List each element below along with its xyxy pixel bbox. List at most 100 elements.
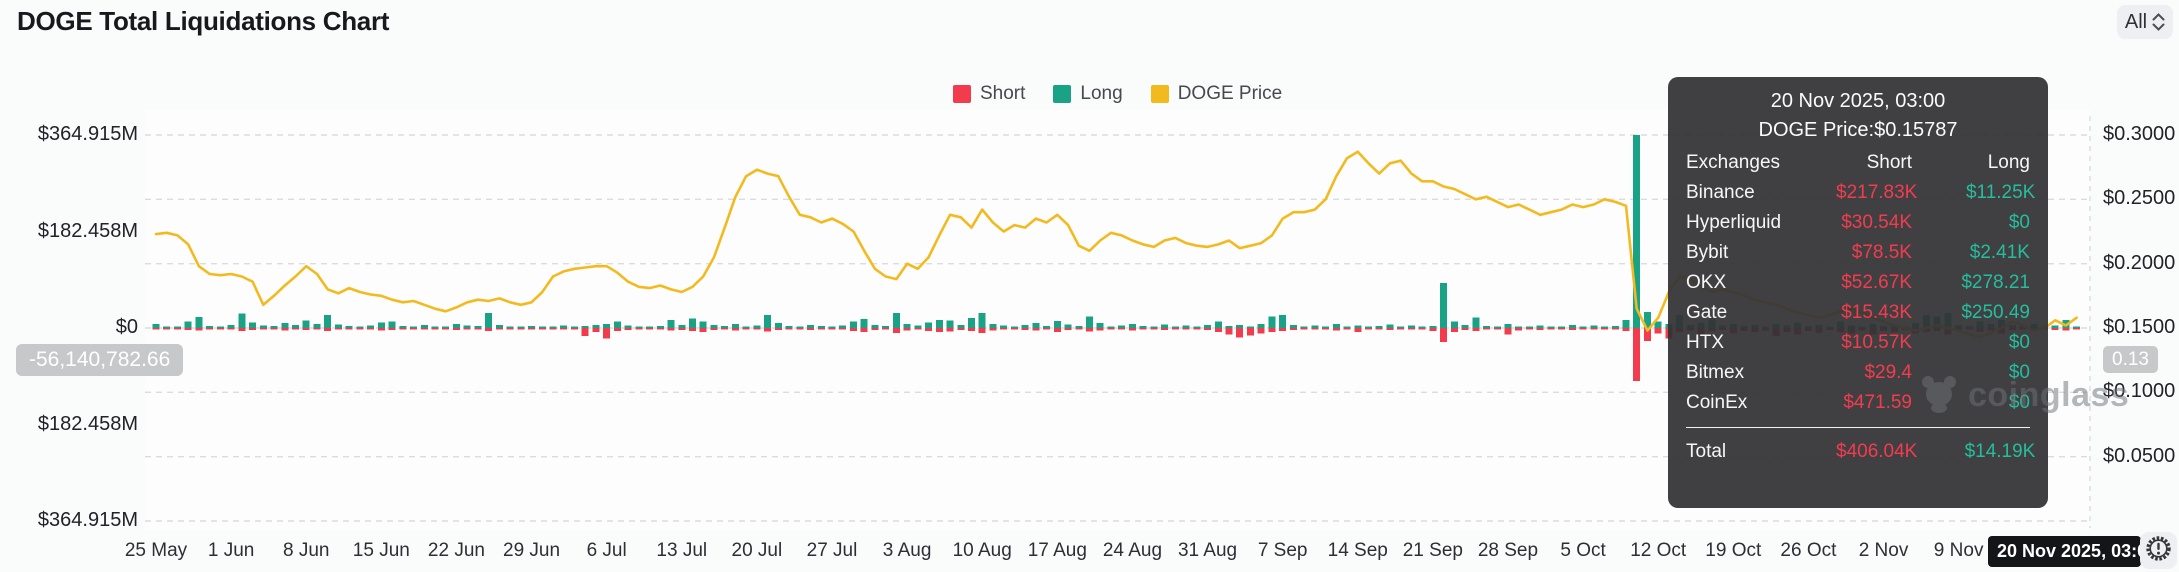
hover-tooltip: 20 Nov 2025, 03:00 DOGE Price:$0.15787 E… [1668,77,2048,508]
x-axis-tick-label: 14 Sep [1327,540,1388,561]
tooltip-price: DOGE Price:$0.15787 [1758,119,1958,141]
x-axis-tick-label: 17 Aug [1027,540,1087,561]
tooltip-exchange: OKX [1686,272,1727,293]
tooltip-short-value: $52.67K [1841,272,1912,293]
legend-item-long[interactable]: Long [1053,83,1123,105]
tooltip-long-value: Long [1987,152,2030,173]
right-axis-tick-label: $0.2500 [2103,187,2176,210]
x-axis-tick-label: 12 Oct [1630,540,1687,561]
x-axis-tick-label: 28 Sep [1477,540,1539,561]
tooltip-exchange: CoinEx [1686,392,1748,413]
tooltip-row: Exchanges Short Long [1686,148,2030,178]
tooltip-short-value: $29.4 [1864,362,1912,383]
left-axis-tick-label: $364.915M [37,123,138,145]
tooltip-row: HTX $10.57K $0 [1686,328,2030,358]
x-axis-tick-label: 7 Sep [1257,540,1308,561]
tooltip-exchange: Bybit [1686,242,1729,263]
tooltip-row: Gate $15.43K $250.49 [1686,298,2030,328]
tooltip-exchange: Hyperliquid [1686,212,1782,233]
legend-swatch [1053,85,1072,103]
tooltip-row: CoinEx $471.59 $0 [1686,388,2030,418]
x-axis-tick-label: 31 Aug [1177,540,1238,561]
tooltip-long-value: $11.25K [1965,182,2036,203]
tooltip-exchange: Binance [1686,182,1755,203]
left-axis-tick-label: $364.915M [37,509,138,531]
tooltip-long-value: $0 [2008,212,2030,233]
legend-swatch [953,85,971,103]
tooltip-short-value: $78.5K [1851,242,1912,263]
tooltip-exchange: HTX [1686,332,1724,353]
tooltip-long-value: $0 [2008,362,2030,383]
x-axis-tick-label: 10 Aug [952,540,1012,561]
right-axis-tick-label: $0.0500 [2103,444,2176,467]
x-axis-tick-label: 15 Jun [352,540,410,561]
x-axis-tick-label: 25 May [124,540,188,561]
tooltip-divider [1686,427,2030,428]
tooltip-short-value: Short [1866,152,1912,173]
x-axis-tick-label: 6 Jul [586,540,627,561]
tooltip-exchange: Exchanges [1686,152,1781,173]
range-selector-value: All [2124,10,2148,33]
x-axis-tick-label: 21 Sep [1402,540,1463,561]
x-axis-tick-label: 13 Jul [656,540,708,561]
x-axis-tick-label: 8 Jun [282,540,330,561]
tooltip-row: Binance $217.83K $11.25K [1686,178,2035,208]
tooltip-table: Exchanges Short Long Binance $217.83K $11.25K… [1686,148,2035,469]
crosshair-value-badge-left: -56,140,782.66 [16,344,184,376]
x-axis-tick-label: 1 Jun [207,540,255,561]
x-axis-tick-label: 29 Jun [503,540,561,561]
tooltip-exchange: Gate [1686,302,1728,323]
legend-swatch [1150,85,1169,103]
left-axis-tick-label: $0 [115,316,138,338]
tooltip-long-value: $2.41K [1969,242,2030,263]
crosshair-value-badge-right: 0.13 [2103,346,2158,373]
right-axis-tick-label: $0.1500 [2103,316,2176,338]
crosshair-date-badge: 20 Nov 2025, 03:00 [1988,536,2141,567]
x-axis-tick-label: 19 Oct [1705,540,1762,561]
tooltip-long-value: $278.21 [1961,272,2030,293]
legend-item-short[interactable]: Short [953,83,1025,105]
chart-legend: Short Long DOGE Price [953,83,1282,105]
tooltip-datetime: 20 Nov 2025, 03:00 [1770,90,1946,112]
right-axis-tick-label: $0.3000 [2103,123,2176,145]
legend-label: DOGE Price [1177,83,1283,104]
x-axis-tick-label: 20 Jul [731,540,783,561]
page-title: DOGE Total Liquidations Chart [17,6,390,36]
tooltip-short-value: $471.59 [1843,392,1912,413]
range-selector[interactable]: All [2117,5,2173,39]
right-axis-tick-label: $0.1000 [2103,380,2176,403]
tooltip-short-value: $406.04K [1836,441,1918,462]
x-axis-tick-label: 2 Nov [1858,540,1909,561]
tooltip-exchange: Bitmex [1686,362,1745,383]
tooltip-short-value: $30.54K [1841,212,1912,233]
tooltip-row: Total $406.04K $14.19K [1686,435,2035,469]
tooltip-exchange: Total [1686,441,1727,462]
tooltip-short-value: $10.57K [1841,332,1912,353]
legend-item-doge-price[interactable]: DOGE Price [1150,83,1283,105]
x-axis-tick-label: 24 Aug [1102,540,1163,561]
x-axis-tick-label: 5 Oct [1560,540,1606,561]
tooltip-long-value: $14.19K [1964,441,2036,462]
alert-settings-button[interactable] [2140,532,2177,569]
tooltip-short-value: $217.83K [1836,182,1918,203]
tooltip-row: Bitmex $29.4 $0 [1686,358,2030,388]
x-axis-tick-label: 9 Nov [1933,540,1984,561]
legend-label: Long [1080,83,1123,104]
tooltip-long-value: $250.49 [1961,302,2030,323]
x-axis-tick-label: 27 Jul [806,540,858,561]
tooltip-short-value: $15.43K [1841,302,1912,323]
left-axis-tick-label: $182.458M [37,219,138,242]
legend-label: Short [980,83,1026,104]
right-axis-tick-label: $0.2000 [2103,251,2176,274]
x-axis-tick-label: 22 Jun [427,540,485,561]
tooltip-row: Hyperliquid $30.54K $0 [1686,208,2030,238]
select-chevrons-icon [2152,13,2165,31]
left-axis-tick-label: $182.458M [37,412,138,435]
x-axis-tick-label: 3 Aug [882,540,932,561]
alert-settings-icon [2145,535,2172,567]
tooltip-row: Bybit $78.5K $2.41K [1686,238,2030,268]
x-axis-tick-label: 26 Oct [1780,540,1837,561]
tooltip-row: OKX $52.67K $278.21 [1686,268,2030,298]
tooltip-long-value: $0 [2008,392,2030,413]
